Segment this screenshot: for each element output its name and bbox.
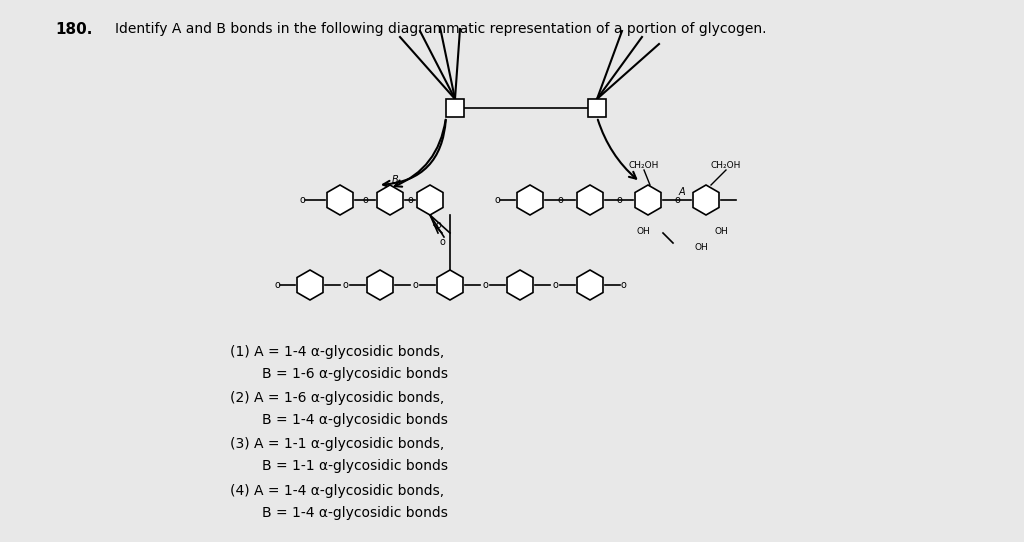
Text: o: o (482, 280, 488, 290)
Text: o: o (362, 195, 368, 205)
Text: B = 1-4 α-glycosidic bonds: B = 1-4 α-glycosidic bonds (262, 413, 447, 427)
Polygon shape (577, 185, 603, 215)
Polygon shape (417, 185, 443, 215)
FancyArrowPatch shape (383, 120, 445, 188)
Text: o: o (674, 195, 680, 205)
Text: o: o (408, 195, 413, 205)
Polygon shape (377, 185, 403, 215)
Text: OH: OH (714, 227, 728, 236)
Text: 180.: 180. (55, 22, 92, 37)
Polygon shape (367, 270, 393, 300)
Polygon shape (437, 270, 463, 300)
Text: B = 1-6 α-glycosidic bonds: B = 1-6 α-glycosidic bonds (262, 367, 449, 381)
Text: B = 1-4 α-glycosidic bonds: B = 1-4 α-glycosidic bonds (262, 506, 447, 520)
Text: o: o (557, 195, 563, 205)
Text: B: B (391, 175, 398, 185)
Bar (588, 99, 606, 117)
Polygon shape (635, 185, 660, 215)
Text: o: o (439, 237, 445, 247)
Polygon shape (693, 185, 719, 215)
Polygon shape (297, 270, 323, 300)
Text: o: o (616, 195, 622, 205)
Text: (4) A = 1-4 α-glycosidic bonds,: (4) A = 1-4 α-glycosidic bonds, (230, 483, 444, 498)
Text: (1) A = 1-4 α-glycosidic bonds,: (1) A = 1-4 α-glycosidic bonds, (230, 345, 444, 359)
Polygon shape (577, 270, 603, 300)
Polygon shape (517, 185, 543, 215)
Polygon shape (507, 270, 532, 300)
Text: CH₂OH: CH₂OH (711, 161, 741, 170)
Text: o: o (342, 280, 348, 290)
Text: o: o (494, 195, 500, 205)
FancyArrowPatch shape (394, 120, 445, 186)
Text: o: o (299, 195, 305, 205)
Text: o: o (435, 220, 441, 230)
Text: B = 1-1 α-glycosidic bonds: B = 1-1 α-glycosidic bonds (262, 460, 449, 473)
Text: OH: OH (636, 227, 650, 236)
Text: o: o (552, 280, 558, 290)
Text: CH₂OH: CH₂OH (629, 161, 659, 170)
Text: Identify A and B bonds in the following diagrammatic representation of a portion: Identify A and B bonds in the following … (115, 22, 767, 36)
Polygon shape (327, 185, 353, 215)
FancyArrowPatch shape (598, 120, 636, 179)
Text: OH: OH (694, 243, 708, 252)
Text: (2) A = 1-6 α-glycosidic bonds,: (2) A = 1-6 α-glycosidic bonds, (230, 391, 444, 405)
Text: o: o (274, 280, 280, 290)
Text: o: o (412, 280, 418, 290)
Text: o: o (621, 280, 626, 290)
Text: A: A (679, 187, 685, 197)
Bar (446, 99, 464, 117)
Text: (3) A = 1-1 α-glycosidic bonds,: (3) A = 1-1 α-glycosidic bonds, (230, 437, 444, 451)
